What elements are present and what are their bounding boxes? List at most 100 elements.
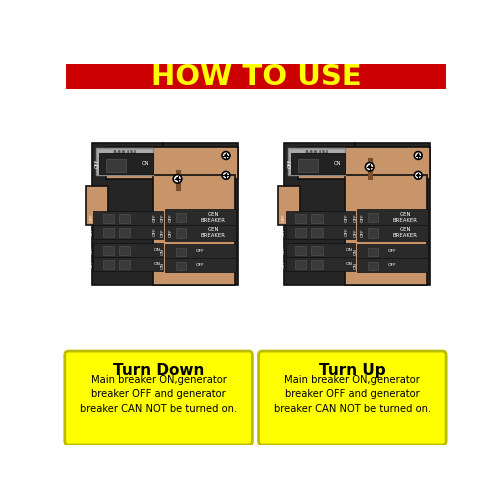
Text: OFF: OFF — [282, 228, 286, 236]
Bar — [94, 225, 163, 239]
Bar — [368, 228, 378, 237]
Text: OFF: OFF — [288, 158, 292, 168]
Text: OFF: OFF — [360, 228, 364, 237]
Bar — [284, 144, 356, 285]
Circle shape — [414, 152, 422, 160]
Text: HOW TO USE: HOW TO USE — [151, 63, 362, 91]
Bar — [295, 214, 306, 223]
Bar — [311, 260, 322, 269]
Text: Turn Up: Turn Up — [319, 364, 386, 378]
Bar — [368, 248, 378, 256]
Bar — [311, 246, 322, 254]
Text: OFF: OFF — [90, 246, 94, 254]
Bar — [92, 144, 163, 285]
Bar — [102, 214, 114, 223]
Circle shape — [417, 154, 420, 157]
Text: MAIN: MAIN — [112, 150, 136, 158]
Bar — [176, 262, 186, 270]
Bar — [119, 260, 130, 269]
Bar — [357, 258, 428, 272]
Bar — [86, 186, 108, 225]
Text: GEN
BREAKER: GEN BREAKER — [393, 228, 418, 238]
Bar — [99, 152, 152, 174]
Bar — [295, 228, 306, 237]
Text: OFF: OFF — [90, 228, 94, 236]
Bar — [295, 260, 306, 269]
Bar — [311, 228, 322, 237]
FancyBboxPatch shape — [65, 351, 252, 445]
Text: BREAKER: BREAKER — [102, 159, 146, 168]
Bar — [311, 214, 322, 223]
Bar — [164, 225, 236, 240]
Text: OFF: OFF — [161, 213, 165, 222]
Bar — [102, 228, 114, 237]
Bar — [176, 248, 186, 256]
Bar — [357, 210, 428, 225]
Bar — [298, 147, 430, 179]
Text: BREAKER: BREAKER — [295, 159, 338, 168]
Bar — [286, 211, 356, 225]
Bar — [94, 211, 163, 225]
Bar — [286, 257, 356, 271]
Bar — [96, 148, 152, 176]
Text: OFF: OFF — [152, 228, 156, 236]
Text: ON: ON — [354, 248, 358, 254]
Text: GEN
BREAKER: GEN BREAKER — [393, 212, 418, 222]
Text: OFF: OFF — [345, 228, 349, 236]
FancyBboxPatch shape — [258, 351, 446, 445]
Bar — [119, 228, 130, 237]
Bar — [368, 213, 378, 222]
Bar — [288, 148, 345, 176]
Circle shape — [176, 178, 179, 180]
Text: OFF: OFF — [168, 228, 172, 237]
Text: OFF: OFF — [168, 213, 172, 222]
Text: Main breaker ON,generator
breaker OFF and generator
breaker CAN NOT be turned on: Main breaker ON,generator breaker OFF an… — [80, 375, 237, 414]
Bar — [357, 225, 428, 240]
Bar — [94, 242, 163, 257]
Bar — [102, 260, 114, 269]
Bar — [292, 152, 345, 174]
Text: GEN
BREAKER: GEN BREAKER — [200, 212, 226, 222]
Text: OFF: OFF — [161, 228, 165, 237]
Bar — [286, 225, 356, 239]
Text: ON: ON — [346, 262, 353, 266]
Bar — [163, 144, 238, 285]
Bar — [119, 214, 130, 223]
Text: ON: ON — [154, 262, 161, 266]
Text: Turn Down: Turn Down — [113, 364, 204, 378]
Bar — [164, 210, 236, 225]
Bar — [298, 159, 318, 172]
Bar — [152, 176, 234, 285]
Text: ON: ON — [154, 248, 161, 252]
Circle shape — [224, 174, 228, 176]
Circle shape — [417, 174, 420, 176]
Text: OFF: OFF — [360, 213, 364, 222]
Bar — [357, 244, 428, 258]
Text: OFF: OFF — [282, 214, 286, 222]
Text: OFF: OFF — [152, 214, 156, 222]
Bar — [119, 246, 130, 254]
Text: OFF: OFF — [354, 213, 358, 222]
Bar — [176, 228, 186, 237]
Text: ON: ON — [161, 248, 165, 254]
Text: ON: ON — [346, 248, 353, 252]
Bar — [106, 147, 238, 179]
Bar — [345, 176, 427, 285]
Text: OFF: OFF — [90, 260, 94, 268]
Bar — [286, 242, 356, 257]
Bar — [94, 257, 163, 271]
Text: OFF: OFF — [95, 158, 100, 168]
Text: OFF: OFF — [282, 246, 286, 254]
Text: MAIN: MAIN — [304, 150, 328, 158]
Circle shape — [414, 172, 422, 179]
Circle shape — [366, 162, 374, 171]
Bar — [106, 159, 126, 172]
Text: OFF: OFF — [282, 260, 286, 268]
Bar — [164, 258, 236, 272]
Text: Main breaker ON,generator
breaker OFF and generator
breaker CAN NOT be turned on: Main breaker ON,generator breaker OFF an… — [274, 375, 431, 414]
Text: OFF: OFF — [90, 214, 94, 222]
Text: OFF: OFF — [196, 264, 204, 268]
Text: OFF: OFF — [388, 264, 397, 268]
Bar — [164, 244, 236, 258]
Text: ON: ON — [334, 161, 342, 166]
